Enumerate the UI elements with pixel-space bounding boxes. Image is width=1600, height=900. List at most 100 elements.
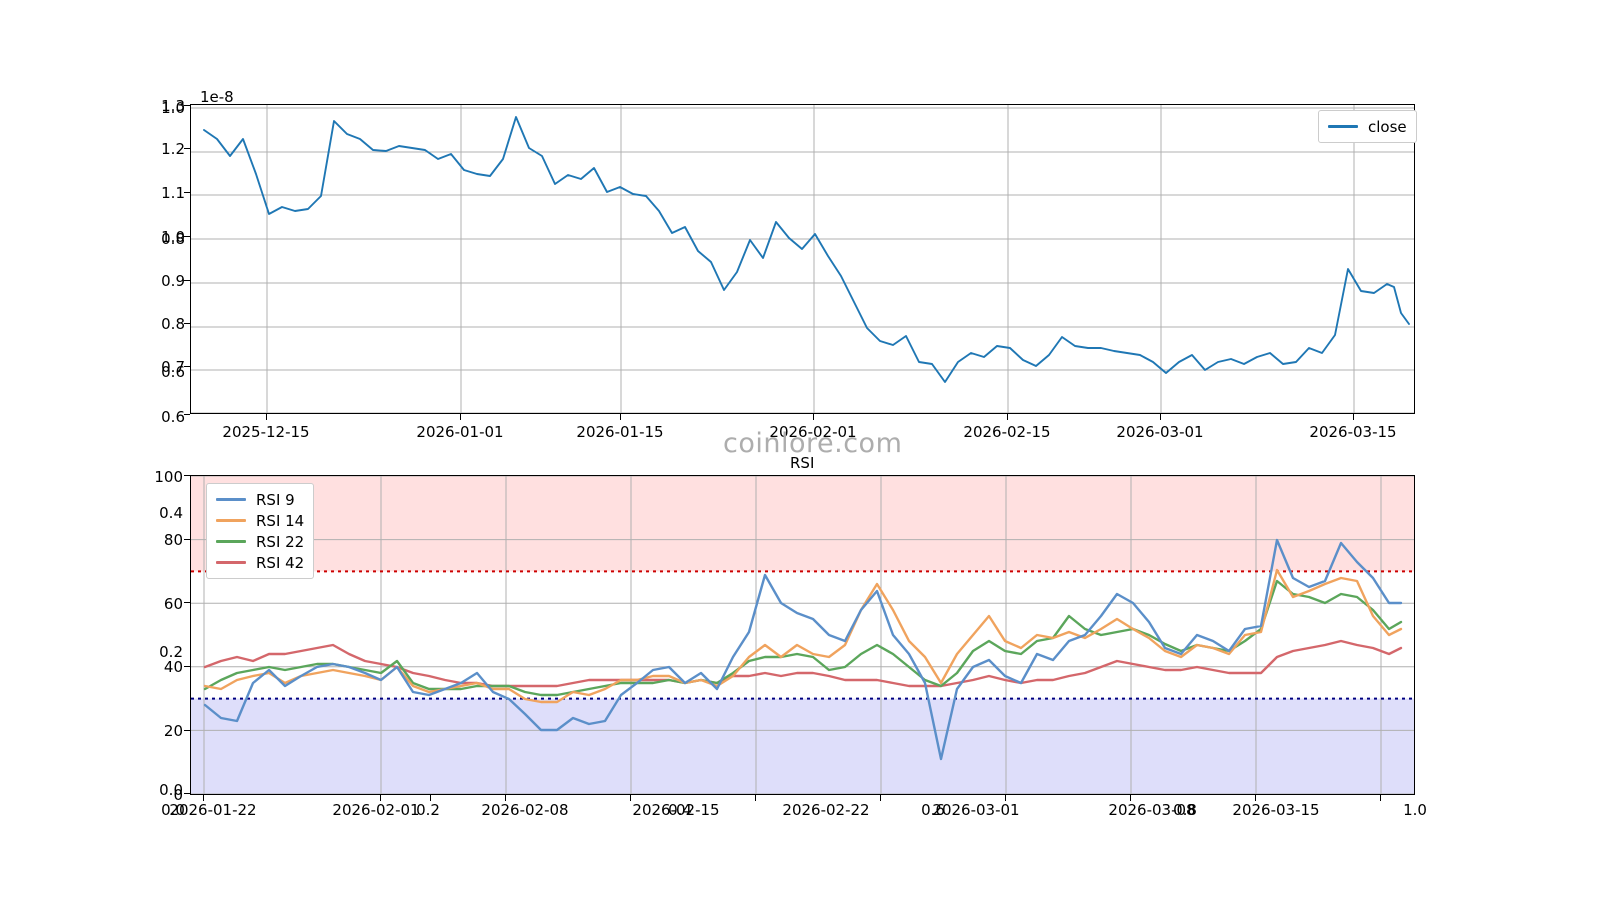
price-ytick-mark	[184, 280, 190, 281]
price-xtick-label: 2026-01-15	[576, 423, 664, 441]
rsi-xtick-label-numeric: 0.2	[416, 801, 440, 819]
price-ytick-mark	[184, 414, 190, 415]
legend-swatch-rsi-9-icon	[216, 498, 246, 501]
price-ytick-mark	[184, 105, 190, 106]
rsi-ytick-40: 40	[163, 658, 183, 676]
rsi-grid-vertical	[203, 476, 1382, 794]
price-chart-legend[interactable]: close	[1318, 110, 1417, 143]
legend-item-close[interactable]: close	[1328, 116, 1407, 137]
rsi-xtick-label-date: 2026-01-22	[169, 801, 257, 819]
legend-swatch-close-icon	[1328, 125, 1358, 128]
rsi-ytick-0: 0	[173, 786, 183, 804]
rsi-9-line	[203, 538, 1403, 761]
rsi-ytick-mark	[184, 666, 190, 667]
rsi-xtick-label-date: 2026-03-15	[1232, 801, 1320, 819]
price-xtick-label: 2026-02-01	[769, 423, 857, 441]
legend-swatch-rsi-22-icon	[216, 540, 246, 543]
rsi-oversold-band	[191, 698, 1414, 794]
price-xtick-mark	[1007, 414, 1008, 420]
price-grid-vertical	[266, 105, 1355, 413]
rsi-ytick-secondary-0.0: 0.0	[159, 781, 183, 799]
rsi-xtick-label-date: 2026-02-08	[481, 801, 569, 819]
price-xtick-mark	[1160, 414, 1161, 420]
price-ytick-1.2: 1.2	[161, 140, 185, 158]
price-ytick-mark	[184, 323, 190, 324]
rsi-xtick-mark	[505, 795, 506, 801]
legend-swatch-rsi-42-icon	[216, 561, 246, 564]
rsi-xtick-mark	[1255, 795, 1256, 801]
legend-item-rsi-42[interactable]: RSI 42	[216, 552, 304, 573]
rsi-xtick-label-numeric: 0.0	[161, 801, 185, 819]
price-ytick-mark	[184, 236, 190, 237]
rsi-ytick-mark	[184, 793, 190, 794]
price-xtick-mark	[813, 414, 814, 420]
price-xtick-mark	[460, 414, 461, 420]
watermark: coinlore.com	[723, 428, 903, 459]
price-xtick-mark	[266, 414, 267, 420]
price-chart-svg	[191, 105, 1414, 413]
price-ytick-0.7: 0.7	[161, 358, 185, 376]
legend-label-close: close	[1368, 117, 1407, 136]
rsi-ytick-mark	[184, 475, 190, 476]
rsi-xtick-label-date: 2026-02-01	[332, 801, 420, 819]
price-ytick-1.0: 1.0	[161, 228, 185, 246]
price-y-offset-text: 1e-8	[200, 88, 234, 106]
rsi-xtick-label-numeric: 0.8	[1173, 801, 1197, 819]
rsi-xtick-mark	[1380, 795, 1381, 801]
rsi-xtick-mark	[755, 795, 756, 801]
rsi-xtick-label-date: 2026-02-15	[632, 801, 720, 819]
rsi-xtick-mark	[203, 795, 204, 801]
rsi-xtick-label-numeric: 0.4	[668, 801, 692, 819]
rsi-xtick-label-date: 2026-03-01	[932, 801, 1020, 819]
price-xtick-label: 2025-12-15	[222, 423, 310, 441]
rsi-ytick-60: 60	[163, 595, 183, 613]
price-ytick-0.6: 0.6	[161, 408, 185, 426]
legend-item-rsi-9[interactable]: RSI 9	[216, 489, 304, 510]
rsi-ytick-mark	[184, 730, 190, 731]
rsi-panel-title: RSI	[790, 454, 815, 472]
rsi-xtick-mark	[630, 795, 631, 801]
rsi-xtick-mark	[1005, 795, 1006, 801]
price-close-line	[203, 116, 1410, 383]
price-ytick-mark	[184, 192, 190, 193]
rsi-ytick-secondary-0.2: 0.2	[159, 643, 183, 661]
price-ytick-0.8: 0.8	[161, 315, 185, 333]
legend-item-rsi-14[interactable]: RSI 14	[216, 510, 304, 531]
price-xtick-label: 2026-02-15	[963, 423, 1051, 441]
legend-swatch-rsi-14-icon	[216, 519, 246, 522]
rsi-xtick-mark	[380, 795, 381, 801]
price-xtick-mark	[1353, 414, 1354, 420]
price-xtick-label: 2026-03-01	[1116, 423, 1204, 441]
price-ytick-mark	[184, 366, 190, 367]
legend-label-rsi-22: RSI 22	[256, 532, 305, 551]
rsi-ytick-mark	[184, 539, 190, 540]
price-ytick-0.9: 0.9	[161, 272, 185, 290]
price-chart-plot-area	[190, 104, 1415, 414]
rsi-ytick-80: 80	[163, 531, 183, 549]
rsi-chart-legend[interactable]: RSI 9 RSI 14 RSI 22 RSI 42	[206, 483, 315, 579]
price-ytick-secondary-1.0: 1.0	[161, 99, 185, 117]
rsi-overbought-band	[191, 476, 1414, 572]
rsi-xtick-mark	[880, 795, 881, 801]
legend-label-rsi-42: RSI 42	[256, 553, 305, 572]
rsi-ytick-100: 100	[154, 468, 183, 486]
rsi-xtick-label-date: 2026-02-22	[782, 801, 870, 819]
legend-label-rsi-9: RSI 9	[256, 490, 295, 509]
legend-item-rsi-22[interactable]: RSI 22	[216, 531, 304, 552]
rsi-xtick-label-numeric: 0.6	[921, 801, 945, 819]
rsi-xtick-mark	[1130, 795, 1131, 801]
price-ytick-secondary-0.8: 0.8	[161, 230, 185, 248]
price-xtick-mark	[620, 414, 621, 420]
price-ytick-1.3: 1.3	[161, 97, 185, 115]
rsi-ytick-20: 20	[163, 722, 183, 740]
rsi-xtick-label-date: 2026-03-08	[1108, 801, 1196, 819]
price-ytick-secondary-0.6: 0.6	[161, 363, 185, 381]
rsi-xtick-mark	[430, 795, 431, 801]
price-xtick-label: 2026-03-15	[1309, 423, 1397, 441]
price-xtick-label: 2026-01-01	[416, 423, 504, 441]
price-ytick-mark	[184, 148, 190, 149]
rsi-ytick-secondary-0.4: 0.4	[159, 504, 183, 522]
price-ytick-1.1: 1.1	[161, 184, 185, 202]
legend-label-rsi-14: RSI 14	[256, 511, 305, 530]
